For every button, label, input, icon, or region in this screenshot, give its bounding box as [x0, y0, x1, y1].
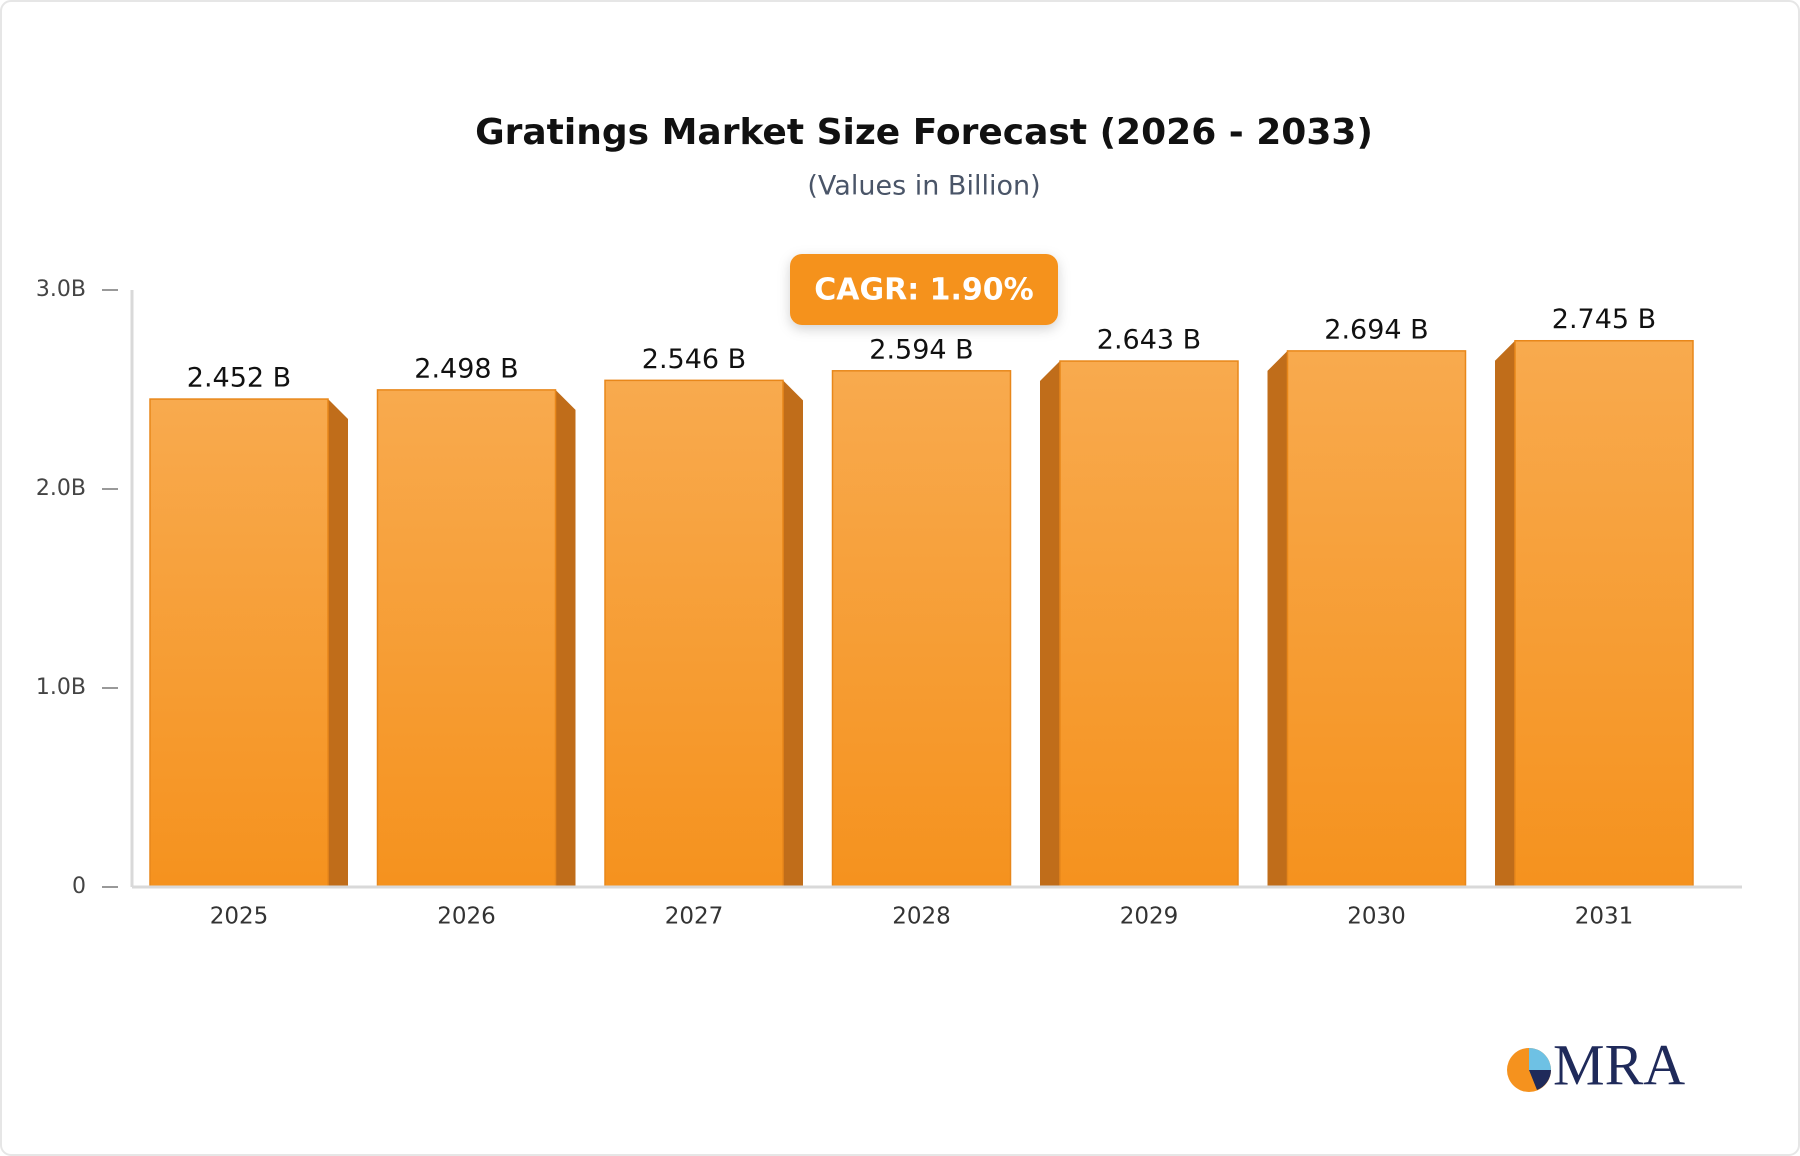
bar-side — [1040, 361, 1060, 888]
value-label: 2.694 B — [1324, 314, 1428, 345]
cagr-badge: CAGR: 1.90% — [790, 254, 1058, 325]
x-tick-label: 2031 — [1575, 904, 1634, 930]
cagr-box — [790, 254, 1058, 325]
y-tick-label: 1.0B — [36, 675, 86, 700]
value-label: 2.745 B — [1552, 304, 1656, 335]
bar-side — [1267, 350, 1288, 887]
y-tick-label: 3.0B — [36, 277, 86, 302]
logo-slice — [1529, 1048, 1551, 1070]
value-label: 2.452 B — [187, 363, 291, 394]
bar — [1514, 339, 1694, 888]
bar — [149, 398, 329, 888]
x-tick-label: 2028 — [892, 904, 951, 930]
logo-slice — [1529, 1070, 1551, 1090]
value-label: 2.643 B — [1097, 325, 1201, 356]
x-tick-label: 2029 — [1120, 904, 1179, 930]
bar-side — [783, 380, 803, 887]
x-tick-label: 2026 — [437, 904, 496, 930]
x-tick-label: 2030 — [1347, 904, 1406, 930]
chart-title: Gratings Market Size Forecast (2026 - 20… — [475, 112, 1373, 153]
y-tick-label: 0 — [72, 874, 86, 899]
bar — [1059, 360, 1239, 888]
chart-subtitle: (Values in Billion) — [807, 171, 1040, 202]
bar-side — [1495, 340, 1515, 887]
bar — [831, 370, 1012, 888]
value-label: 2.594 B — [869, 334, 973, 365]
y-tick-label: 2.0B — [36, 476, 86, 501]
bar-side — [555, 389, 576, 887]
value-label: 2.498 B — [414, 353, 518, 384]
bar — [1286, 350, 1467, 888]
bar — [604, 379, 784, 888]
x-tick-label: 2025 — [210, 904, 269, 930]
bar-side — [328, 399, 348, 887]
bar — [376, 389, 557, 888]
cagr-label: CAGR: 1.90% — [814, 273, 1033, 308]
value-label: 2.546 B — [642, 344, 746, 375]
logo-text: MRA — [1553, 1032, 1685, 1097]
x-tick-label: 2027 — [665, 904, 724, 930]
logo: MRA — [1507, 1032, 1685, 1097]
